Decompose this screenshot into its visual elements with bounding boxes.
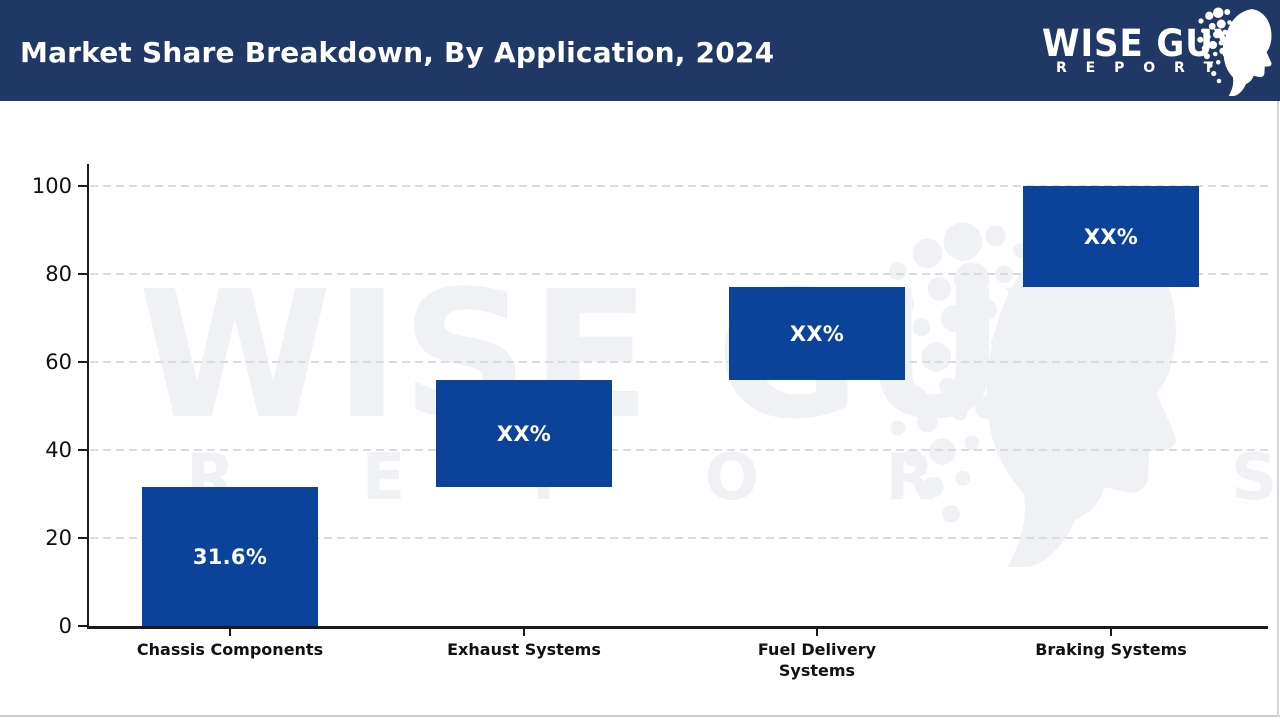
x-tick-fuel	[816, 629, 818, 636]
bar-value-label: 31.6%	[192, 544, 268, 569]
bar-value-label: XX%	[1083, 224, 1139, 249]
y-tick-label: 20	[45, 526, 72, 550]
logo-reports-text: R E P O R T S	[1056, 60, 1250, 76]
gridline-60	[90, 361, 1268, 363]
y-tick-0	[78, 625, 87, 627]
y-tick-60	[78, 361, 87, 363]
wise-guy-reports-logo: WISE GUY R E P O R T S	[1000, 0, 1272, 101]
y-tick-label: 0	[58, 614, 72, 638]
bar-fuel-delivery-systems: XX%	[729, 287, 905, 380]
x-tick-exhaust	[523, 629, 525, 636]
y-tick-20	[78, 537, 87, 539]
y-axis-line	[87, 164, 89, 628]
x-category-label-exhaust: Exhaust Systems	[447, 640, 601, 659]
y-tick-label: 60	[45, 350, 72, 374]
figure-right-border	[1277, 101, 1279, 717]
head-profile-watermark-icon	[878, 222, 1176, 567]
bar-exhaust-systems: XX%	[436, 380, 612, 487]
gridline-20	[90, 537, 1268, 539]
y-tick-label: 80	[45, 262, 72, 286]
gridline-100	[90, 185, 1268, 187]
chart-title: Market Share Breakdown, By Application, …	[20, 36, 775, 69]
bar-value-label: XX%	[496, 421, 552, 446]
x-category-label-fuel: Fuel Delivery Systems	[757, 640, 877, 680]
y-tick-label: 100	[31, 174, 72, 198]
x-axis-line	[87, 626, 1268, 629]
gridline-80	[90, 273, 1268, 275]
x-tick-braking	[1110, 629, 1112, 636]
y-tick-label: 40	[45, 438, 72, 462]
y-tick-80	[78, 273, 87, 275]
x-tick-chassis	[229, 629, 231, 636]
logo-head-profile-icon	[1197, 7, 1272, 96]
bar-braking-systems: XX%	[1023, 186, 1199, 287]
y-tick-40	[78, 449, 87, 451]
gridline-40	[90, 449, 1268, 451]
figure-bottom-border	[0, 715, 1280, 717]
bar-chassis-components: 31.6%	[142, 487, 318, 626]
header-bar: Market Share Breakdown, By Application, …	[0, 0, 1280, 101]
bar-value-label: XX%	[789, 321, 845, 346]
x-category-label-braking: Braking Systems	[1035, 640, 1187, 659]
x-category-label-chassis: Chassis Components	[136, 640, 324, 659]
y-tick-100	[78, 185, 87, 187]
